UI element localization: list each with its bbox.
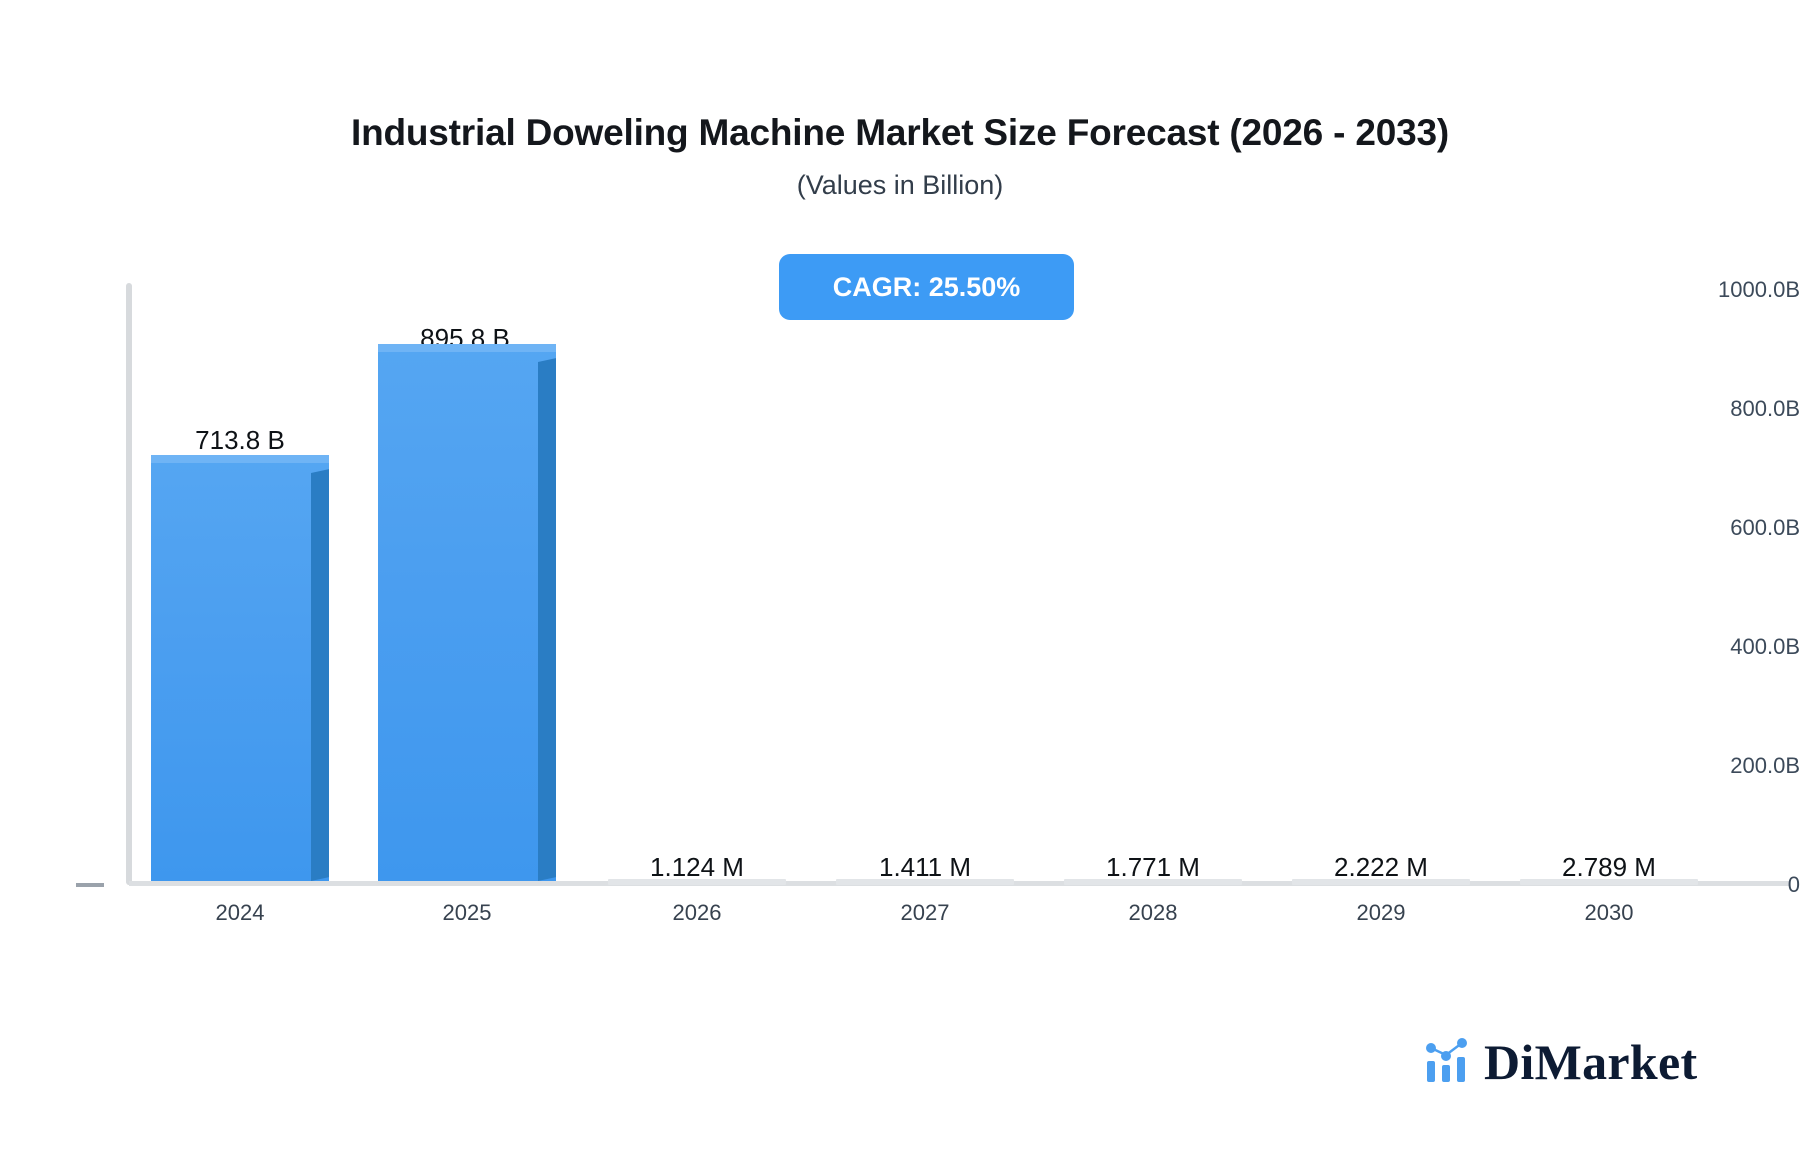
bar-value-label: 2.789 M — [1562, 852, 1656, 882]
x-tick-label-2027: 2027 — [900, 900, 950, 925]
logo-wordmark: DiMarket — [1484, 1033, 1698, 1090]
y-tick-label: 0 — [1787, 872, 1800, 897]
x-tick-label-2029: 2029 — [1356, 900, 1406, 925]
bar-2026[interactable] — [608, 879, 786, 885]
bar-value-label: 1.411 M — [878, 852, 972, 882]
bar-2027[interactable] — [836, 879, 1014, 885]
bar-2024[interactable] — [151, 455, 329, 881]
y-tick-label: 1000.0B — [1718, 277, 1800, 302]
bar-2029[interactable] — [1292, 879, 1470, 885]
y-tick-label: 800.0B — [1730, 396, 1800, 421]
cagr-badge: CAGR: 25.50% — [779, 254, 1074, 320]
bar-value-label: 2.222 M — [1334, 852, 1428, 882]
y-tick-label: 600.0B — [1730, 515, 1800, 540]
bar-2030[interactable] — [1520, 879, 1698, 885]
y-axis-line — [126, 283, 132, 885]
x-tick-label-2028: 2028 — [1128, 900, 1178, 925]
x-tick-label-2030: 2030 — [1584, 900, 1634, 925]
bar-chart-logo-icon — [1424, 1035, 1470, 1088]
bar-value-label: 713.8 B — [195, 425, 285, 455]
y-tick-label: 200.0B — [1730, 753, 1800, 778]
x-tick-label-2026: 2026 — [672, 900, 722, 925]
page-subtitle: (Values in Billion) — [796, 170, 1004, 200]
bar-2028[interactable] — [1064, 879, 1242, 885]
y-tick-label: 400.0B — [1730, 634, 1800, 659]
y-axis-zero-tick — [76, 883, 104, 887]
bar-value-label: 1.124 M — [650, 852, 744, 882]
cagr-badge-label: CAGR: 25.50% — [832, 271, 1021, 302]
bar-2025[interactable] — [378, 344, 556, 882]
dimarket-logo: DiMarket — [1424, 1035, 1697, 1088]
x-tick-label-2024: 2024 — [215, 900, 265, 925]
x-tick-label-2025: 2025 — [442, 900, 492, 925]
bar-value-label: 1.771 M — [1106, 852, 1200, 882]
page-title: Industrial Doweling Machine Market Size … — [351, 112, 1449, 153]
